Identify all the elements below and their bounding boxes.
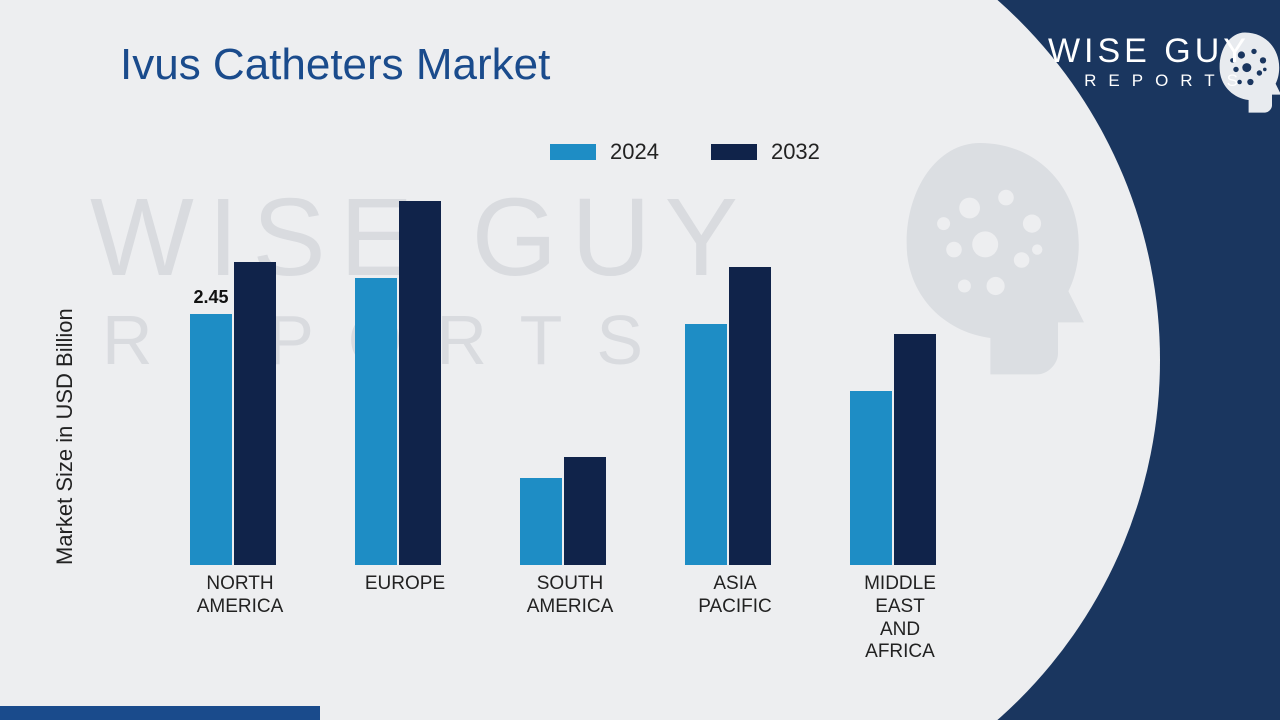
bottom-accent-strip — [0, 706, 320, 720]
bar — [564, 457, 606, 565]
legend-label-2024: 2024 — [610, 139, 659, 165]
bar-value-label: 2.45 — [193, 287, 228, 308]
bar — [850, 391, 892, 565]
bar — [894, 334, 936, 565]
bar — [190, 314, 232, 565]
x-axis-labels: NORTHAMERICA EUROPE SOUTHAMERICA ASIAPACIFI… — [130, 573, 950, 693]
brand-logo: WISE GUY REPORTS — [1048, 34, 1250, 89]
brand-line-2: REPORTS — [1048, 72, 1250, 89]
bar — [355, 278, 397, 565]
y-axis-label: Market Size in USD Billion — [52, 308, 78, 565]
x-tick-label: MIDDLEEASTANDAFRICA — [830, 573, 970, 664]
x-tick-label: EUROPE — [335, 573, 475, 596]
legend: 2024 2032 — [550, 139, 820, 165]
chart: 2024 2032 Market Size in USD Billion 2.4… — [60, 135, 970, 695]
x-tick-label: ASIAPACIFIC — [665, 573, 805, 619]
plot-area: 2.45 — [130, 175, 950, 565]
bar — [399, 201, 441, 565]
bar — [234, 262, 276, 565]
canvas: WISE GUY REPORTS WISE GUY REPORTS Ivus C… — [0, 0, 1280, 720]
x-tick-label: NORTHAMERICA — [170, 573, 310, 619]
legend-label-2032: 2032 — [771, 139, 820, 165]
legend-item-2032: 2032 — [711, 139, 820, 165]
x-tick-label: SOUTHAMERICA — [500, 573, 640, 619]
brand-line-1: WISE GUY — [1048, 34, 1250, 68]
legend-swatch-2024 — [550, 144, 596, 160]
legend-item-2024: 2024 — [550, 139, 659, 165]
bar — [685, 324, 727, 565]
bar — [520, 478, 562, 565]
chart-title: Ivus Catheters Market — [120, 40, 550, 90]
bar — [729, 267, 771, 565]
legend-swatch-2032 — [711, 144, 757, 160]
